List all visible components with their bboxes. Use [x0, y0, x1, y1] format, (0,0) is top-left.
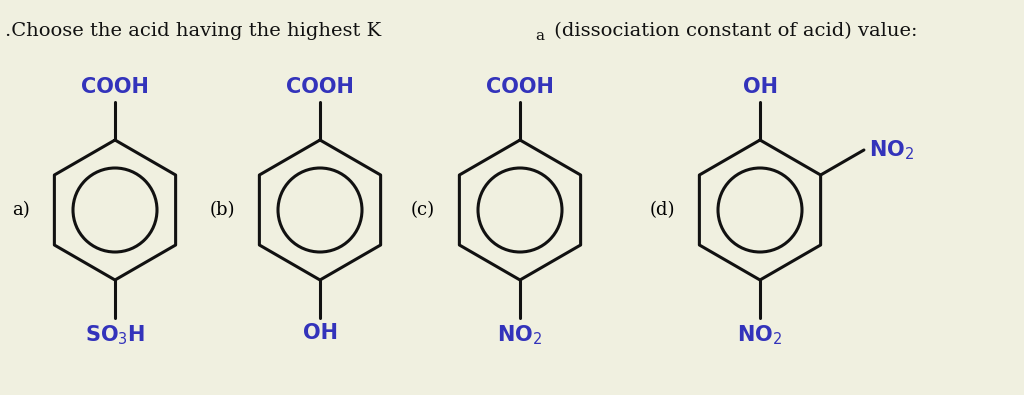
Text: SO$_3$H: SO$_3$H [85, 323, 145, 346]
Text: COOH: COOH [286, 77, 354, 97]
Text: COOH: COOH [486, 77, 554, 97]
Text: (dissociation constant of acid) value:: (dissociation constant of acid) value: [548, 22, 918, 40]
Text: OH: OH [302, 323, 338, 343]
Text: (c): (c) [411, 201, 435, 219]
Text: NO$_2$: NO$_2$ [737, 323, 782, 346]
Text: COOH: COOH [81, 77, 148, 97]
Text: NO$_2$: NO$_2$ [869, 138, 914, 162]
Text: a: a [535, 29, 544, 43]
Text: a): a) [12, 201, 30, 219]
Text: NO$_2$: NO$_2$ [498, 323, 543, 346]
Text: OH: OH [742, 77, 777, 97]
Text: (b): (b) [210, 201, 234, 219]
Text: (d): (d) [649, 201, 675, 219]
Text: .Choose the acid having the highest K: .Choose the acid having the highest K [5, 22, 381, 40]
